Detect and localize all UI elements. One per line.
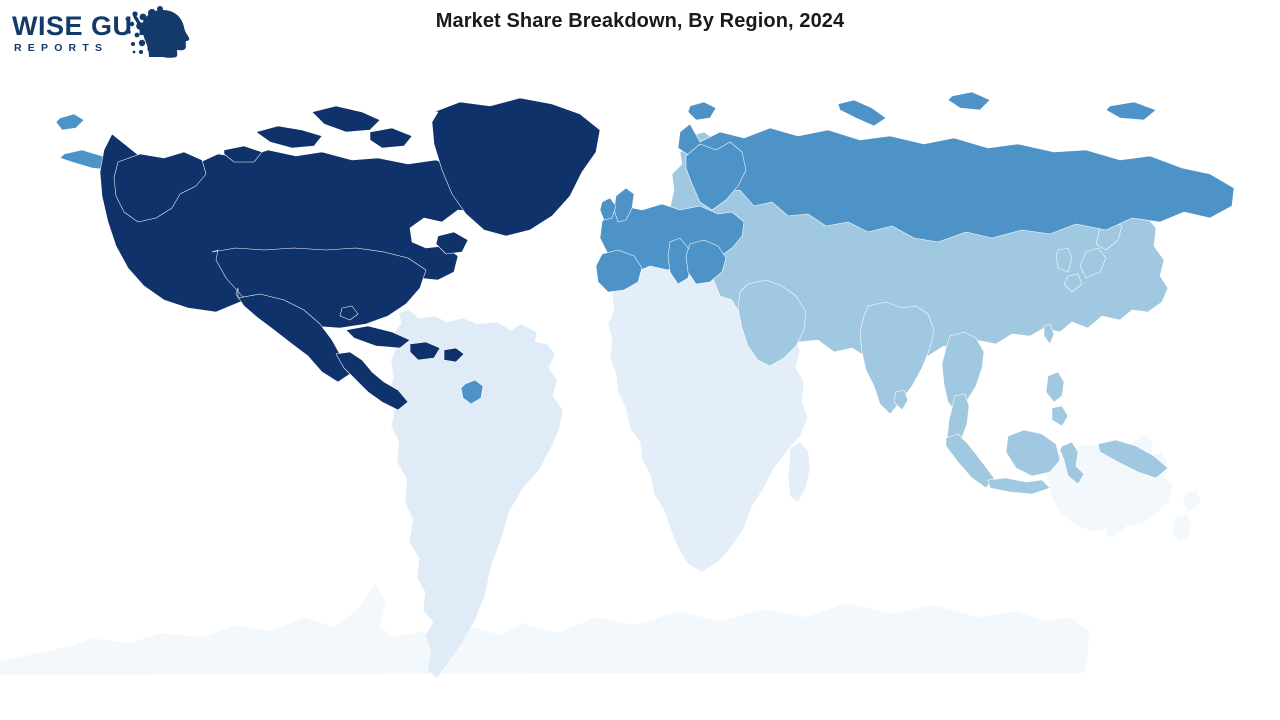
logo-wordmark: WISE GUY REPORTS (12, 11, 151, 54)
head-profile-with-dots-icon (125, 6, 190, 58)
chart-title: Market Share Breakdown, By Region, 2024 (435, 10, 845, 32)
region-south-america (389, 310, 563, 678)
wise-guy-reports-logo[interactable]: WISE GUY REPORTS (8, 4, 198, 60)
world-choropleth-map (0, 46, 1280, 720)
svg-text:REPORTS: REPORTS (14, 42, 108, 54)
region-north-america (100, 98, 600, 410)
region-europe (56, 92, 1234, 292)
svg-text:WISE GUY: WISE GUY (12, 11, 151, 41)
world-map-container (0, 46, 1280, 720)
